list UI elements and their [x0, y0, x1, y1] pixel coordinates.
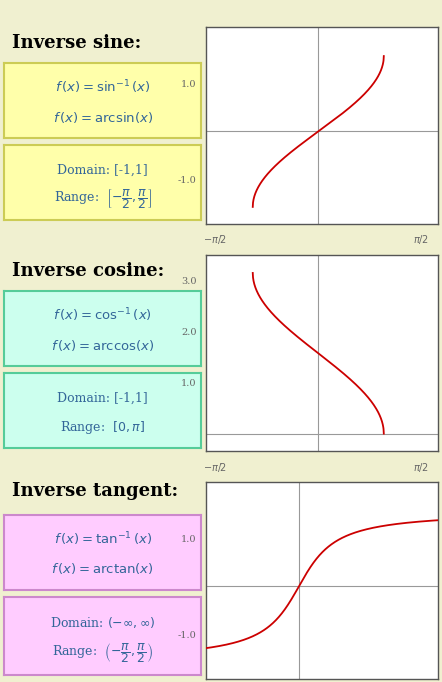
- Text: $f\,(x) = \arcsin(x)$: $f\,(x) = \arcsin(x)$: [53, 110, 153, 125]
- Text: Range:  $\left[-\dfrac{\pi}{2},\dfrac{\pi}{2}\right]$: Range: $\left[-\dfrac{\pi}{2},\dfrac{\pi…: [54, 188, 152, 211]
- Text: $f\,(x) = \sin^{-1}(x)$: $f\,(x) = \sin^{-1}(x)$: [55, 78, 151, 96]
- Text: Range:  $[0,\pi]$: Range: $[0,\pi]$: [60, 419, 145, 436]
- Text: Inverse sine:: Inverse sine:: [12, 34, 141, 52]
- Text: Domain: [-1,1]: Domain: [-1,1]: [57, 164, 148, 177]
- Text: $f\,(x) = \tan^{-1}(x)$: $f\,(x) = \tan^{-1}(x)$: [53, 530, 152, 548]
- Text: $f\,(x) = \arccos(x)$: $f\,(x) = \arccos(x)$: [51, 338, 154, 353]
- Text: Inverse tangent:: Inverse tangent:: [12, 482, 179, 500]
- Text: Range:  $\left(-\dfrac{\pi}{2},\dfrac{\pi}{2}\right)$: Range: $\left(-\dfrac{\pi}{2},\dfrac{\pi…: [52, 641, 153, 665]
- Text: $f\,(x) = \cos^{-1}(x)$: $f\,(x) = \cos^{-1}(x)$: [53, 306, 152, 324]
- Text: Domain: $(-\infty, \infty)$: Domain: $(-\infty, \infty)$: [50, 615, 156, 630]
- Text: $f\,(x) = \arctan(x)$: $f\,(x) = \arctan(x)$: [51, 561, 154, 576]
- Text: Domain: [-1,1]: Domain: [-1,1]: [57, 391, 148, 404]
- Text: Inverse cosine:: Inverse cosine:: [12, 262, 164, 280]
